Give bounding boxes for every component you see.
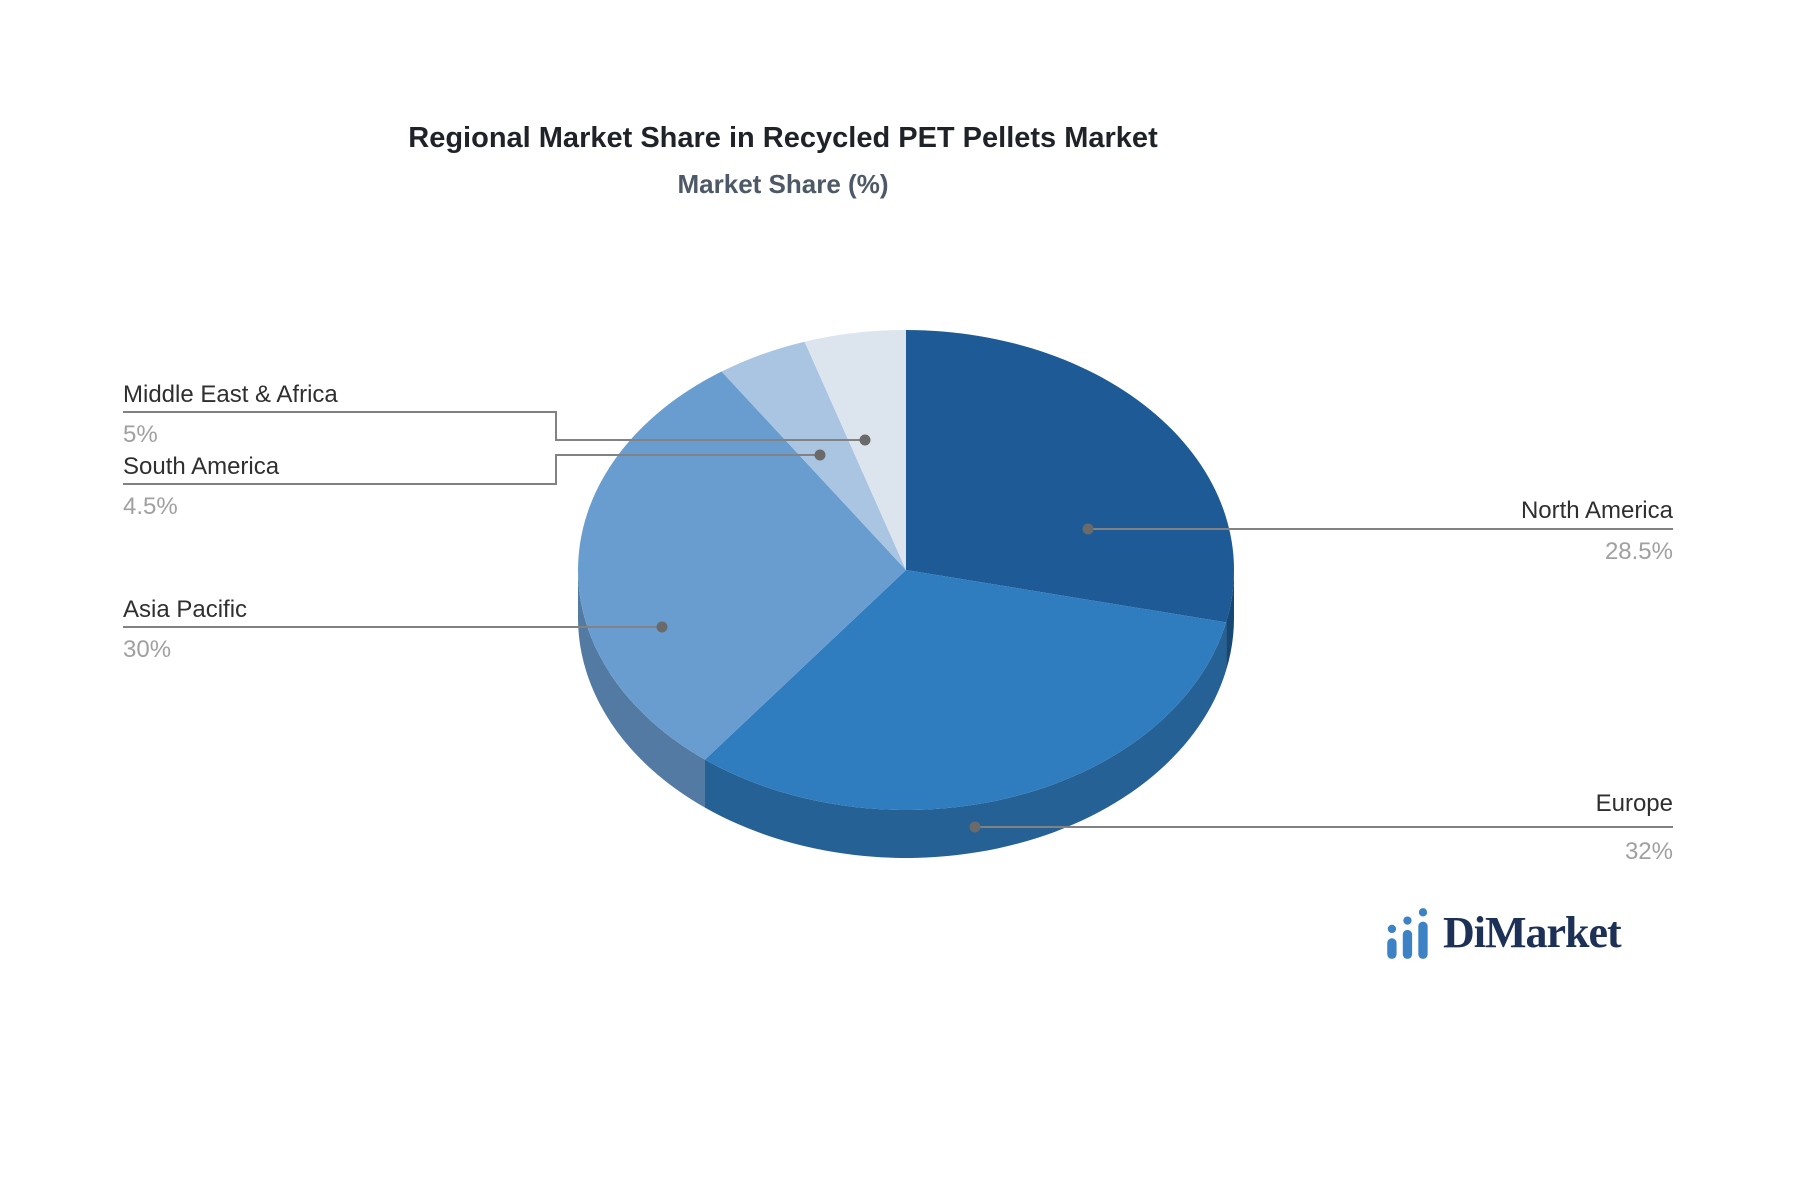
leader-dot-middle-east-africa [859, 434, 871, 446]
leader-dot-north-america [1082, 523, 1094, 535]
pie-slice-middle-east-africa [804, 329, 906, 570]
brand-name: DiMarket [1443, 907, 1622, 957]
pie-slice-europe [705, 570, 1227, 810]
slice-value-middle-east-africa: 5% [123, 421, 158, 448]
pie-rim-north-america [1226, 570, 1235, 671]
slice-value-asia-pacific: 30% [123, 636, 172, 663]
leader-line-south-america [123, 454, 820, 485]
slice-label-north-america: North America [1520, 497, 1673, 524]
slice-value-north-america: 28.5% [1604, 538, 1673, 565]
pie-slice-north-america [906, 330, 1235, 623]
brand-logo: DiMarket [1385, 903, 1622, 961]
slice-label-asia-pacific: Asia Pacific [123, 596, 248, 623]
leader-dot-asia-pacific [656, 621, 668, 633]
leader-dot-europe [969, 821, 981, 833]
leader-dot-south-america [814, 449, 826, 461]
leader-line-middle-east-africa [123, 411, 865, 441]
chart-subtitle: Market Share (%) [677, 169, 889, 199]
slice-label-middle-east-africa: Middle East & Africa [123, 381, 338, 408]
pie-rim-europe [705, 622, 1227, 858]
leader-lines [123, 411, 1673, 833]
slice-value-south-america: 4.5% [123, 493, 178, 520]
slice-value-europe: 32% [1624, 838, 1673, 865]
pie-rim-asia-pacific [578, 570, 705, 808]
chart-title: Regional Market Share in Recycled PET Pe… [408, 122, 1158, 154]
pie-slice-asia-pacific [578, 371, 906, 760]
slice-label-europe: Europe [1595, 790, 1673, 817]
bar-chart-logo-icon [1387, 908, 1428, 959]
slice-label-south-america: South America [123, 453, 280, 480]
